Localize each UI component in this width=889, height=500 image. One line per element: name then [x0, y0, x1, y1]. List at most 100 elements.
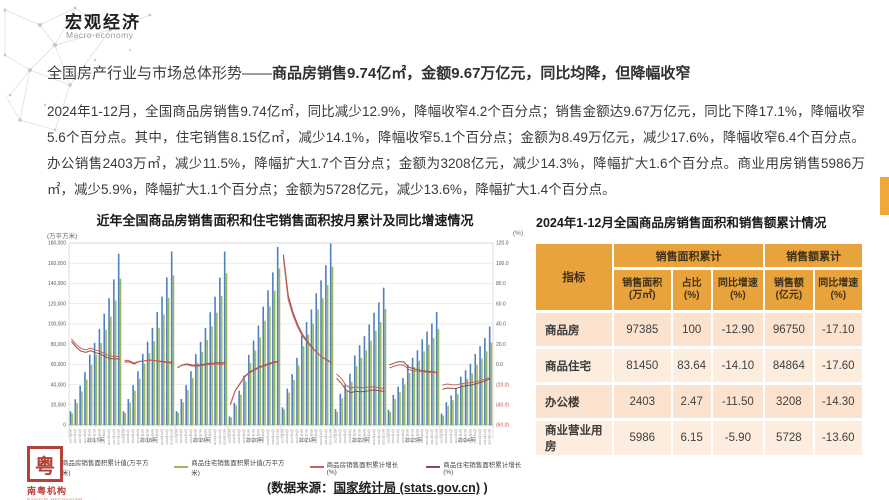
table-row: 办公楼 2403 2.47 -11.50 3208 -14.30: [536, 385, 862, 418]
table-cell: 5728: [765, 421, 813, 455]
svg-text:2024年11月: 2024年11月: [482, 429, 487, 445]
svg-text:2024年8月: 2024年8月: [467, 429, 472, 443]
svg-text:2021年12月: 2021年12月: [328, 429, 333, 445]
svg-text:2023年7月: 2023年7月: [410, 429, 415, 443]
svg-text:2020年7月: 2020年7月: [251, 429, 256, 443]
svg-text:2017年2月: 2017年2月: [67, 429, 72, 443]
chart-panel: 近年全国商品房销售面积和住宅销售面积按月累计及同比增速情况 (万平方米) (%)…: [45, 210, 525, 477]
table-cell: -11.50: [712, 385, 764, 418]
svg-text:2023年10月: 2023年10月: [424, 429, 429, 445]
svg-text:2018年11月: 2018年11月: [164, 429, 169, 445]
source-link[interactable]: 国家统计局 (stats.gov.cn): [333, 481, 480, 495]
svg-text:2024年6月: 2024年6月: [458, 429, 463, 443]
svg-text:2023年6月: 2023年6月: [405, 429, 410, 443]
legend-label: 商品住宅销售面积累计增长(%): [443, 461, 522, 476]
svg-text:40.0: 40.0: [496, 322, 506, 328]
svg-text:2023年4月: 2023年4月: [395, 429, 400, 443]
svg-text:2019年9月: 2019年9月: [207, 429, 212, 443]
svg-text:(40.0): (40.0): [496, 402, 509, 408]
sales-chart-svg: 0 (60.0) 20,000 (40.0) 40,000 (20.0) 60,000 0.0…: [48, 241, 509, 445]
legend-item: 商品住宅销售面积累计增长(%): [426, 457, 525, 477]
svg-text:2020年2月: 2020年2月: [226, 429, 231, 443]
column-header: 销售额 (亿元): [765, 270, 813, 310]
svg-text:140,000: 140,000: [48, 281, 66, 287]
table-row: 商业营业用房 5986 6.15 -5.90 5728 -13.60: [536, 421, 862, 455]
table-cell: 办公楼: [536, 385, 612, 418]
svg-text:120.0: 120.0: [496, 241, 509, 247]
table-cell: 商品房: [536, 313, 612, 346]
table-cell: 3208: [765, 385, 813, 418]
svg-text:100,000: 100,000: [48, 322, 66, 328]
svg-text:180,000: 180,000: [48, 241, 66, 247]
svg-text:2018年2月: 2018年2月: [120, 429, 125, 443]
table-cell: 83.64: [672, 349, 711, 382]
svg-text:2020年10月: 2020年10月: [265, 429, 270, 445]
bar-group-2018年: 2018年2月 2018年3月 2018年4月 2018年5月 2018年6月 2018年…: [120, 251, 175, 445]
bar-group-2022年: 2022年2月 2022年3月 2022年4月 2022年5月 2022年6月 2022年…: [332, 287, 387, 445]
group-header: 销售面积累计: [613, 244, 764, 267]
table-cell: 96750: [765, 313, 813, 346]
table-cell: -12.90: [712, 313, 764, 346]
svg-text:2021年2月: 2021年2月: [279, 429, 284, 443]
svg-text:2022年: 2022年: [352, 436, 370, 444]
svg-text:2024年3月: 2024年3月: [443, 429, 448, 443]
table-cell: -13.60: [814, 421, 862, 455]
section-headline: 全国房产行业与市场总体形势——商品房销售9.74亿㎡，金额9.67万亿元，同比均…: [47, 62, 865, 83]
svg-text:0: 0: [63, 423, 66, 429]
svg-text:2021年7月: 2021年7月: [304, 429, 309, 443]
table-cell: -17.10: [814, 313, 862, 346]
bar-group-2021年: 2021年2月 2021年3月 2021年4月 2021年5月 2021年6月 2021年…: [279, 243, 334, 445]
gold-accent-bar: [880, 177, 889, 215]
bar-group-2020年: 2020年2月 2020年3月 2020年4月 2020年5月 2020年6月 2020年…: [226, 246, 281, 445]
svg-text:2017年7月: 2017年7月: [92, 429, 97, 443]
column-header: 占比 (%): [672, 270, 711, 310]
svg-text:2019年12月: 2019年12月: [222, 429, 227, 445]
table-row: 商品房 97385 100 -12.90 96750 -17.10: [536, 313, 862, 346]
table-sub-header-row: 销售面积 (万㎡) 占比 (%) 同比增速 (%) 销售额 (亿元) 同比增速 (%): [536, 270, 862, 310]
svg-text:2017年6月: 2017年6月: [87, 429, 92, 443]
svg-text:2018年4月: 2018年4月: [130, 429, 135, 443]
right-axis-unit-label: (%): [512, 230, 523, 237]
svg-text:2022年5月: 2022年5月: [347, 429, 352, 443]
svg-text:2022年4月: 2022年4月: [342, 429, 347, 443]
svg-text:80.0: 80.0: [496, 281, 506, 287]
svg-text:2023年5月: 2023年5月: [400, 429, 405, 443]
svg-text:2020年3月: 2020年3月: [231, 429, 236, 443]
headline-prefix: 全国房产行业与市场总体形势——: [47, 65, 273, 82]
svg-text:2017年8月: 2017年8月: [96, 429, 101, 443]
corner-header: 指标: [536, 244, 612, 310]
table-cell: 84864: [765, 349, 813, 382]
svg-text:2023年11月: 2023年11月: [429, 429, 434, 445]
svg-text:(20.0): (20.0): [496, 382, 509, 388]
bar-group-2017年: 2017年2月 2017年3月 2017年4月 2017年5月 2017年6月 2017年…: [67, 253, 122, 445]
svg-text:2022年8月: 2022年8月: [361, 429, 366, 443]
svg-text:2022年3月: 2022年3月: [337, 429, 342, 443]
org-logo: 粤 南粤机构 NANYUE MECHANISM: [27, 446, 137, 500]
logo-subtext: NANYUE MECHANISM: [27, 497, 83, 500]
svg-text:100.0: 100.0: [496, 261, 509, 267]
column-header: 同比增速 (%): [814, 270, 862, 310]
svg-text:2021年5月: 2021年5月: [294, 429, 299, 443]
bar-group-2019年: 2019年2月 2019年3月 2019年4月 2019年5月 2019年6月 2019年…: [173, 251, 228, 445]
page-subtitle: Macro-economy: [66, 30, 134, 40]
svg-text:2021年8月: 2021年8月: [308, 429, 313, 443]
svg-text:2019年: 2019年: [193, 436, 211, 444]
table-cell: 5986: [613, 421, 671, 455]
sales-summary-table: 指标 销售面积累计 销售额累计 销售面积 (万㎡) 占比 (%) 同比增速 (%) 销售额(…: [534, 241, 864, 458]
data-source-line: (数据来源：国家统计局 (stats.gov.cn) ): [267, 477, 488, 496]
svg-text:2021年6月: 2021年6月: [299, 429, 304, 443]
svg-text:2019年7月: 2019年7月: [198, 429, 203, 443]
svg-text:2018年9月: 2018年9月: [154, 429, 159, 443]
svg-text:2019年11月: 2019年11月: [217, 429, 222, 445]
table-group-header-row: 指标 销售面积累计 销售额累计: [536, 244, 862, 310]
table-cell: 商品住宅: [536, 349, 612, 382]
legend-swatch-icon: [426, 466, 441, 468]
svg-text:2018年5月: 2018年5月: [135, 429, 140, 443]
logo-name: 南粤机构: [27, 486, 68, 496]
svg-text:2020年8月: 2020年8月: [255, 429, 260, 443]
svg-text:2023年: 2023年: [405, 436, 423, 444]
svg-text:40,000: 40,000: [51, 382, 67, 388]
bar-group-2024年: 2024年2月 2024年3月 2024年4月 2024年5月 2024年6月 2024年…: [438, 326, 493, 445]
legend-label: 商品住宅销售面积累计值(万平方米): [191, 460, 285, 477]
svg-text:2018年6月: 2018年6月: [140, 429, 145, 443]
